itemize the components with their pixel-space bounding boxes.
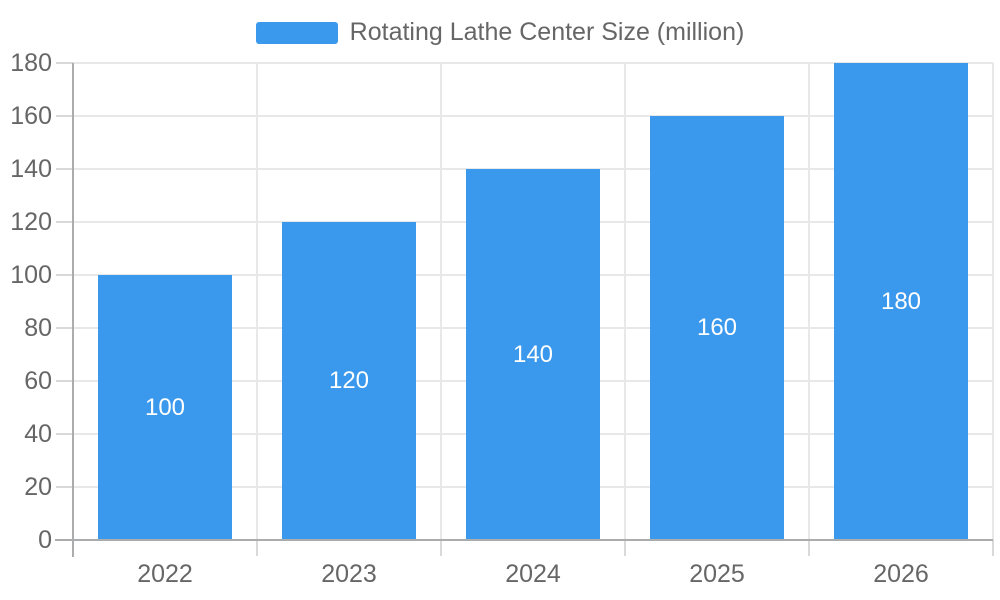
y-axis-tick <box>56 221 73 223</box>
legend-swatch-icon <box>255 21 338 44</box>
y-axis-label: 40 <box>24 420 52 448</box>
x-axis-tick <box>440 540 442 556</box>
legend-label: Rotating Lathe Center Size (million) <box>349 18 745 46</box>
legend[interactable]: Rotating Lathe Center Size (million) <box>0 19 1000 46</box>
y-axis-label: 100 <box>10 261 52 289</box>
y-axis-label: 160 <box>10 102 52 130</box>
x-axis-tick <box>256 540 258 556</box>
bar-2022[interactable] <box>98 275 232 540</box>
bar-2024[interactable] <box>466 169 600 540</box>
bar-2023[interactable] <box>282 222 416 540</box>
y-axis-tick <box>56 433 73 435</box>
x-axis-tick <box>992 540 994 556</box>
y-axis-label: 60 <box>24 367 52 395</box>
y-axis-label: 0 <box>38 526 52 554</box>
y-axis-tick <box>56 168 73 170</box>
x-axis-label: 2023 <box>321 560 377 588</box>
y-axis-label: 20 <box>24 473 52 501</box>
bar-2026[interactable] <box>834 63 968 540</box>
y-axis-label: 180 <box>10 49 52 77</box>
x-axis-label: 2026 <box>873 560 929 588</box>
bar-2025[interactable] <box>650 116 784 540</box>
x-axis-label: 2024 <box>505 560 561 588</box>
gridline-vertical <box>256 63 258 540</box>
y-axis-line <box>72 63 74 557</box>
gridline-vertical <box>440 63 442 540</box>
y-axis-label: 140 <box>10 155 52 183</box>
x-axis-label: 2022 <box>137 560 193 588</box>
x-axis-tick <box>808 540 810 556</box>
y-axis-tick <box>56 62 73 64</box>
x-axis-tick <box>624 540 626 556</box>
gridline-vertical <box>808 63 810 540</box>
y-axis-tick <box>56 274 73 276</box>
gridline-vertical <box>992 63 994 540</box>
y-axis-tick <box>56 115 73 117</box>
y-axis-label: 80 <box>24 314 52 342</box>
gridline-horizontal <box>73 62 993 64</box>
x-axis-line <box>55 539 993 541</box>
x-axis-label: 2025 <box>689 560 745 588</box>
y-axis-tick <box>56 486 73 488</box>
gridline-horizontal <box>73 115 993 117</box>
y-axis-tick <box>56 380 73 382</box>
gridline-vertical <box>624 63 626 540</box>
y-axis-tick <box>56 327 73 329</box>
y-axis-label: 120 <box>10 208 52 236</box>
